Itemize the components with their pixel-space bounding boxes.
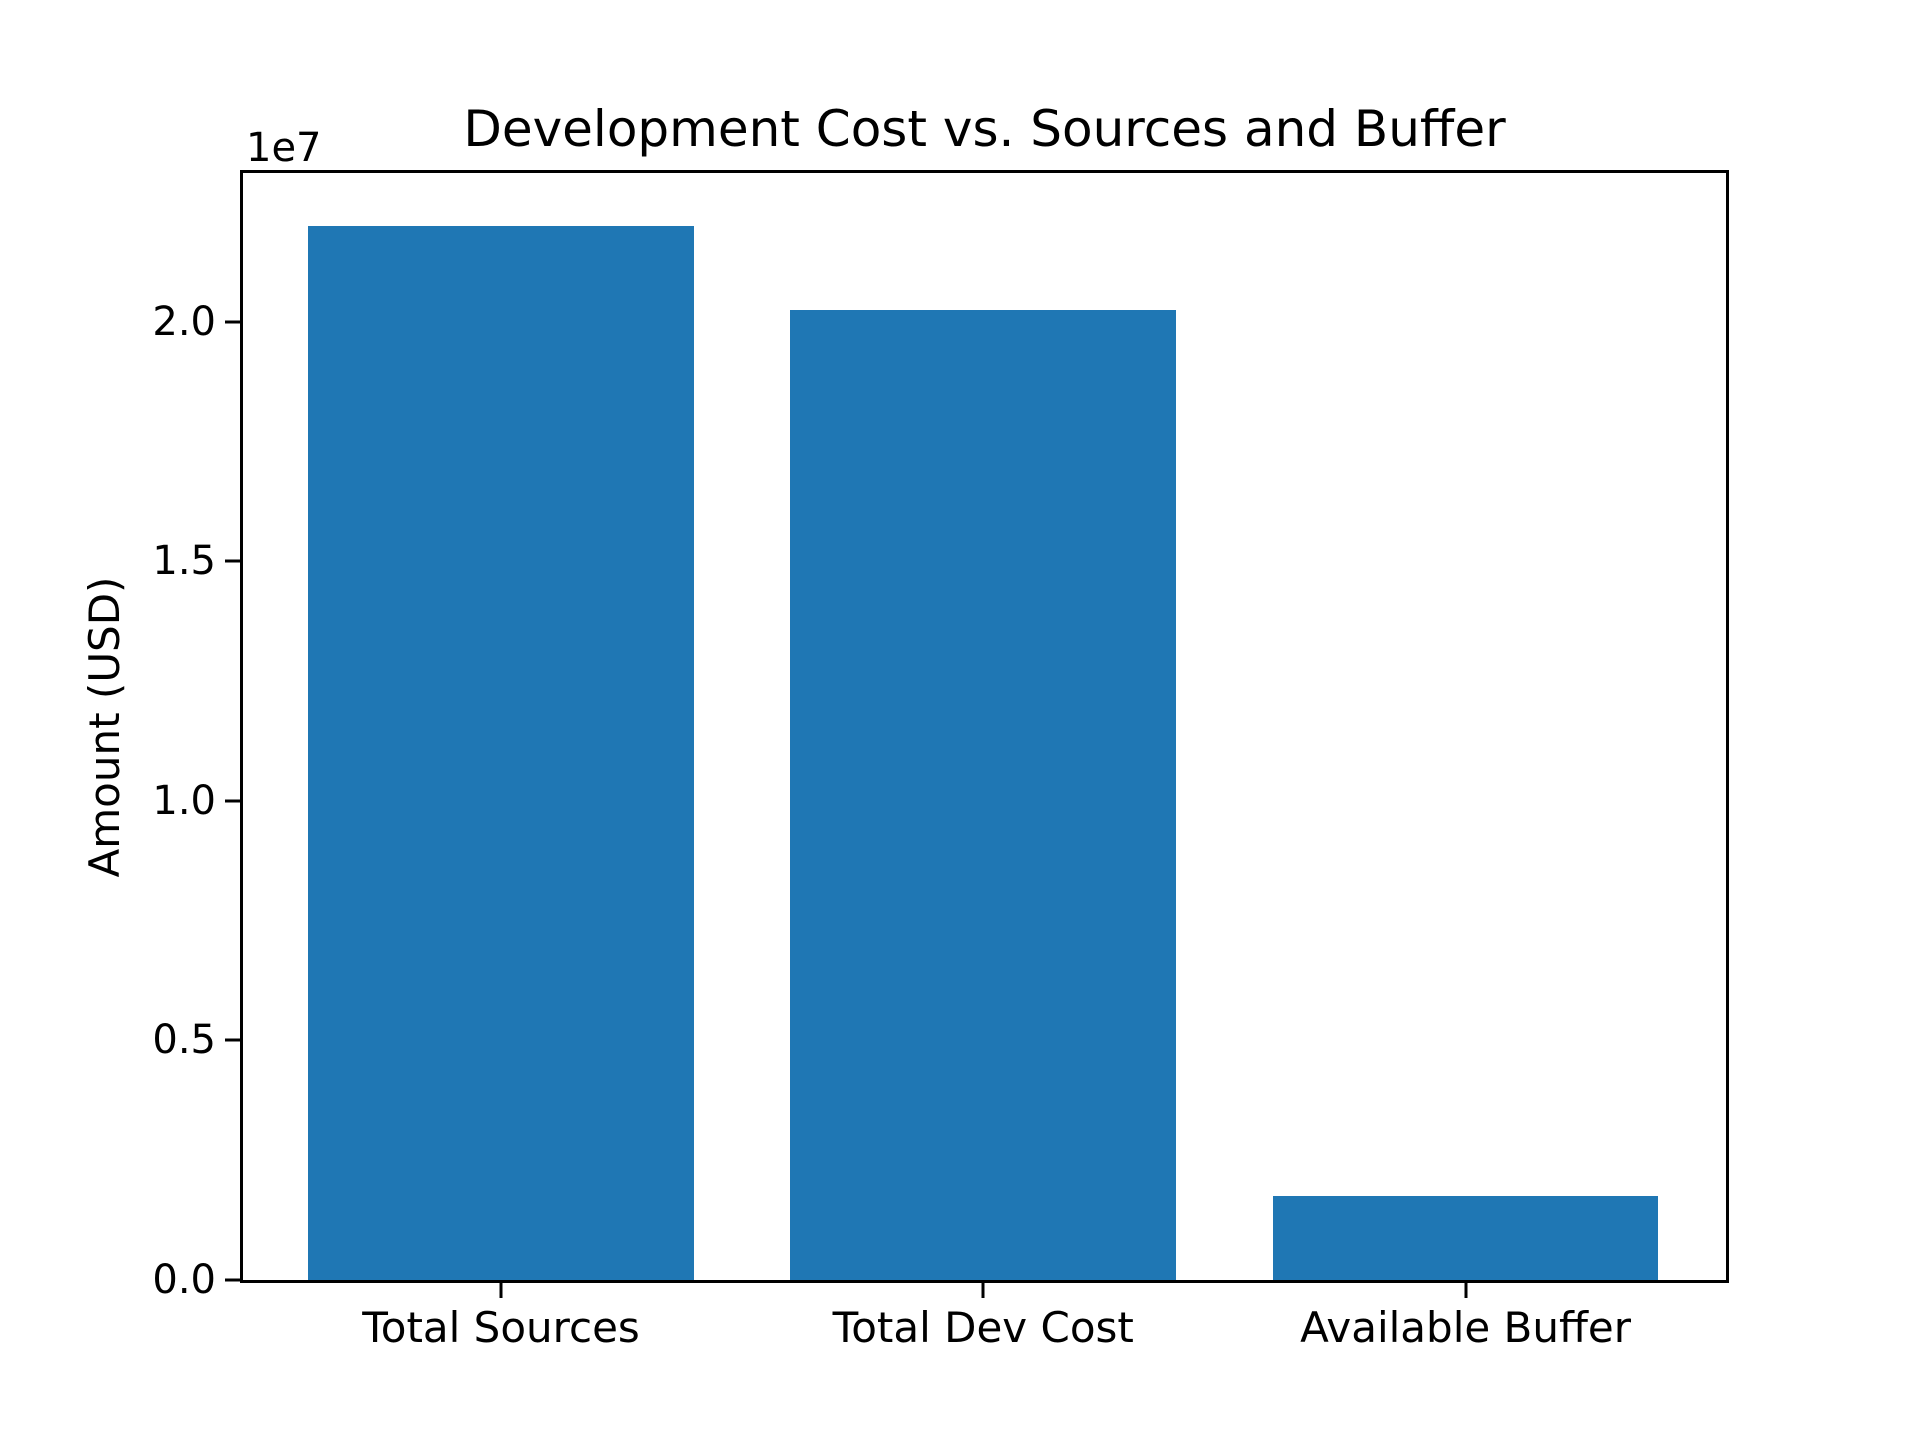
y-tick-label: 1.0 [152, 777, 216, 824]
x-tick-label: Total Sources [362, 1303, 640, 1352]
y-tick-label: 1.5 [152, 538, 216, 585]
axes: Total Sources Total Dev Cost Available Buf… [152, 170, 1729, 1350]
x-tick-mark [1464, 1283, 1468, 1298]
x-tick-label: Total Dev Cost [832, 1303, 1134, 1352]
chart-title: Development Cost vs. Sources and Buffer [463, 100, 1506, 158]
y-tick-mark [225, 799, 240, 803]
y-tick-mark [225, 559, 240, 563]
y-tick-label: 0.5 [152, 1017, 216, 1064]
y-axis-offset-text: 1e7 [246, 125, 322, 171]
x-tick-mark [981, 1283, 985, 1298]
y-tick-mark [225, 1038, 240, 1042]
y-tick-mark [225, 320, 240, 324]
x-tick-mark [499, 1283, 503, 1298]
bar [308, 225, 694, 1280]
x-tick-label: Available Buffer [1300, 1303, 1632, 1352]
y-tick-mark [225, 1278, 240, 1282]
y-tick-label: 2.0 [152, 298, 216, 345]
bar [790, 309, 1177, 1280]
y-axis-label: Amount (USD) [80, 576, 129, 878]
y-tick-label: 0.0 [152, 1257, 216, 1303]
bar [1272, 1196, 1659, 1280]
